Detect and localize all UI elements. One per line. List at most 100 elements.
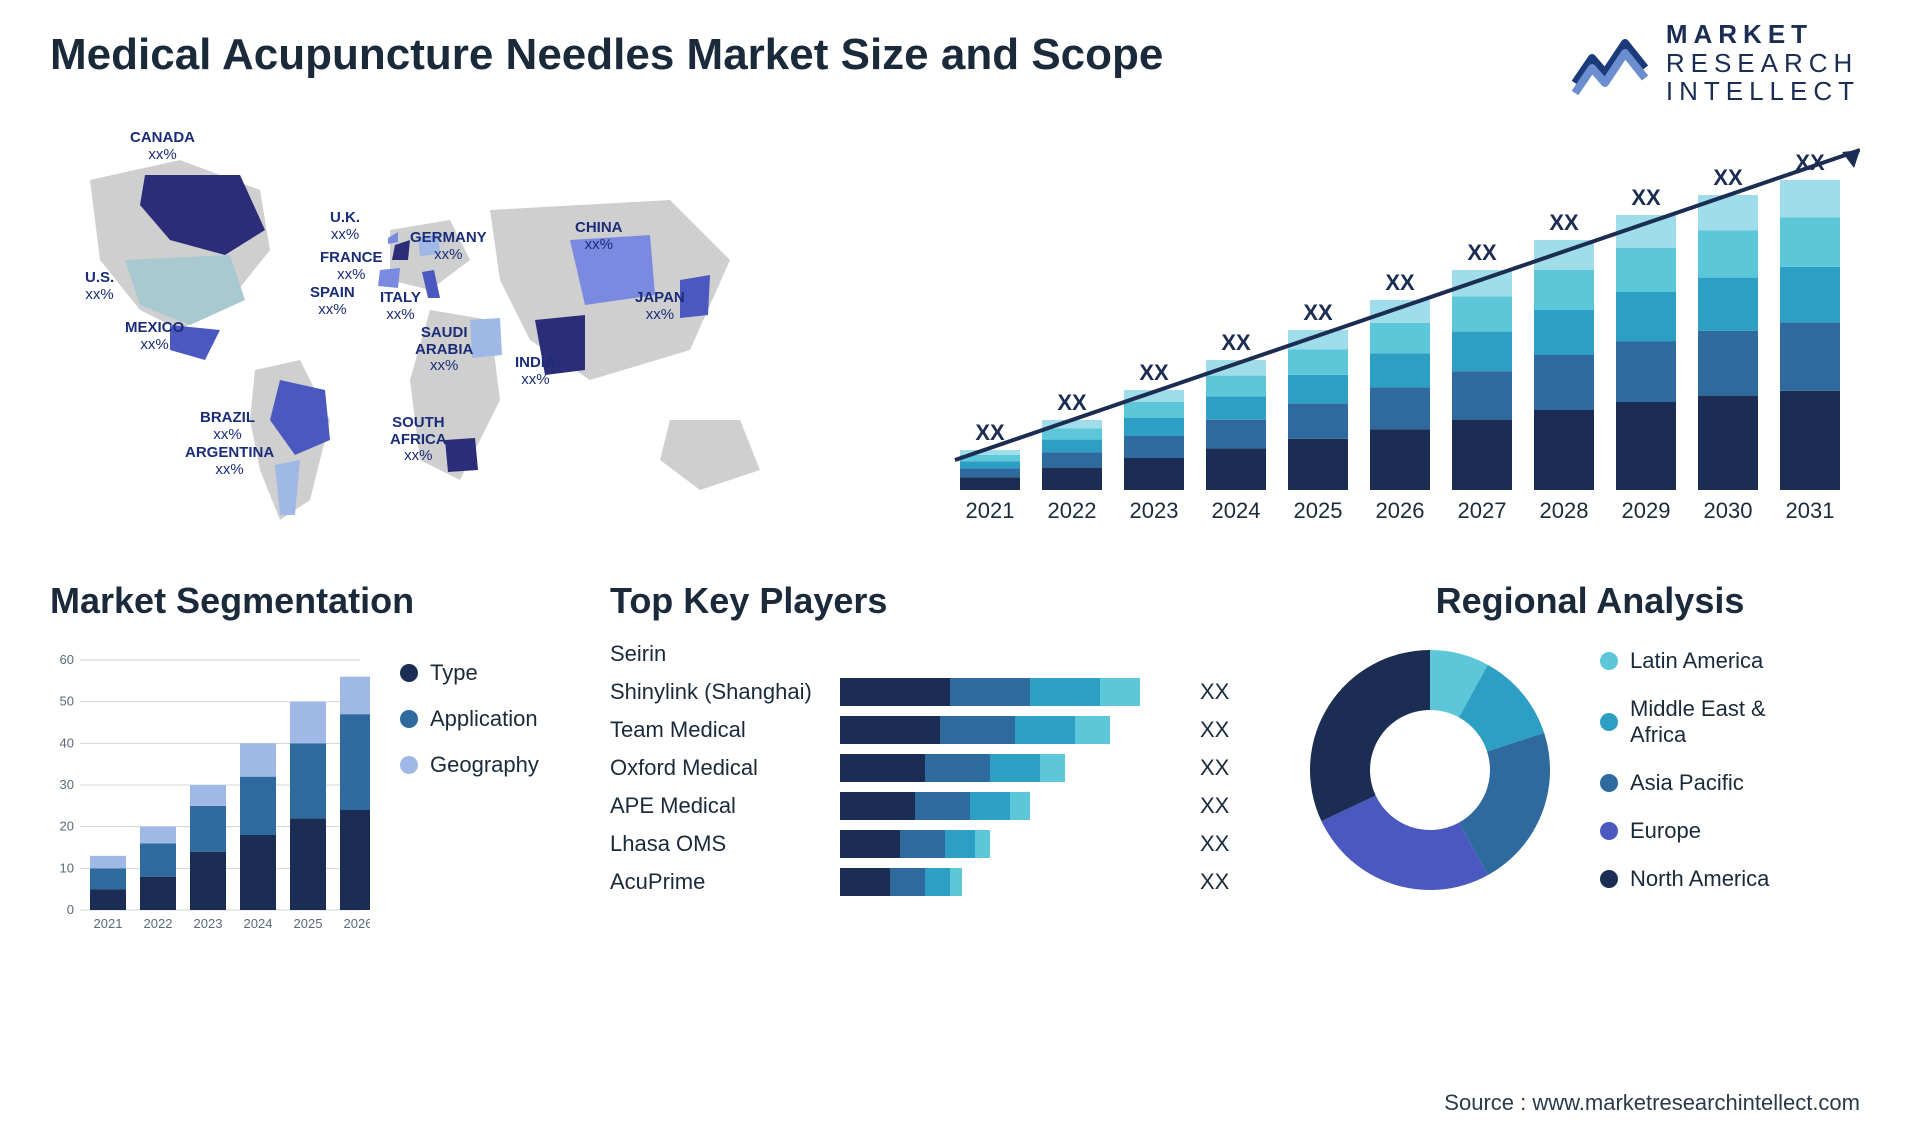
player-value: XX [1200,755,1250,781]
map-label: JAPANxx% [635,290,685,323]
svg-text:2029: 2029 [1622,498,1671,523]
legend-item: Latin America [1600,648,1769,674]
player-name: Team Medical [610,717,830,743]
player-value: XX [1200,831,1250,857]
legend-label: Type [430,660,478,686]
svg-text:2021: 2021 [94,916,123,931]
regional-legend: Latin AmericaMiddle East &AfricaAsia Pac… [1600,648,1769,892]
legend-label: Application [430,706,538,732]
legend-label: Asia Pacific [1630,770,1744,796]
regional-section: Regional Analysis Latin AmericaMiddle Ea… [1300,580,1880,900]
player-bar-segment [1015,716,1075,744]
player-bar-segment [1075,716,1110,744]
map-label: FRANCExx% [320,250,383,283]
map-label: SAUDIARABIAxx% [415,325,473,375]
svg-text:XX: XX [1631,185,1661,210]
svg-text:XX: XX [1385,270,1415,295]
map-label: CANADAxx% [130,130,195,163]
map-label: U.S.xx% [85,270,114,303]
map-label: GERMANYxx% [410,230,487,263]
map-label: U.K.xx% [330,210,360,243]
map-label: MEXICOxx% [125,320,184,353]
player-bar [840,678,1190,706]
player-bar-segment [925,754,990,782]
player-row: APE Medical XX [610,792,1250,820]
player-bar-segment [840,830,900,858]
player-bar [840,716,1190,744]
segmentation-chart: 0102030405060202120222023202420252026 [50,640,370,940]
legend-label: Latin America [1630,648,1763,674]
legend-dot-icon [1600,822,1618,840]
svg-text:2023: 2023 [1130,498,1179,523]
legend-item: Europe [1600,818,1769,844]
regional-donut [1300,640,1560,900]
player-bar-segment [1010,792,1030,820]
player-bar-segment [890,868,925,896]
svg-text:XX: XX [1139,360,1169,385]
map-label: SPAINxx% [310,285,355,318]
player-bar-segment [1100,678,1140,706]
map-label: SOUTHAFRICAxx% [390,415,447,465]
svg-text:50: 50 [60,694,74,709]
player-name: APE Medical [610,793,830,819]
player-bar-segment [990,754,1040,782]
svg-text:XX: XX [1303,300,1333,325]
player-value: XX [1200,717,1250,743]
player-bar-segment [925,868,950,896]
svg-text:2031: 2031 [1786,498,1835,523]
legend-label: North America [1630,866,1769,892]
svg-text:2024: 2024 [1212,498,1261,523]
player-row: Seirin [610,640,1250,668]
player-bar-segment [1040,754,1065,782]
svg-text:2030: 2030 [1704,498,1753,523]
world-map: CANADAxx%U.S.xx%MEXICOxx%BRAZILxx%ARGENT… [30,120,850,550]
svg-text:20: 20 [60,819,74,834]
logo-text: MARKET RESEARCH INTELLECT [1666,20,1860,106]
svg-text:XX: XX [1713,165,1743,190]
player-bar-segment [915,792,970,820]
player-name: Oxford Medical [610,755,830,781]
map-label: BRAZILxx% [200,410,255,443]
players-section: Top Key Players Seirin Shinylink (Shangha… [610,580,1250,896]
legend-item: Type [400,660,539,686]
player-bar [840,830,1190,858]
page-title: Medical Acupuncture Needles Market Size … [50,30,1163,80]
legend-item: Asia Pacific [1600,770,1769,796]
player-bar-segment [900,830,945,858]
map-label: CHINAxx% [575,220,623,253]
player-name: Shinylink (Shanghai) [610,679,830,705]
svg-text:2027: 2027 [1458,498,1507,523]
map-label: ITALYxx% [380,290,421,323]
player-bar [840,792,1190,820]
player-bar-segment [970,792,1010,820]
player-bar [840,640,1190,668]
player-value: XX [1200,679,1250,705]
player-bar-segment [940,716,1015,744]
player-bar-segment [950,678,1030,706]
svg-text:XX: XX [1221,330,1251,355]
legend-label: Geography [430,752,539,778]
svg-text:2025: 2025 [1294,498,1343,523]
player-name: Lhasa OMS [610,831,830,857]
player-value: XX [1200,869,1250,895]
player-value: XX [1200,793,1250,819]
player-name: AcuPrime [610,869,830,895]
legend-item: Application [400,706,539,732]
svg-text:XX: XX [1549,210,1579,235]
brand-logo: MARKET RESEARCH INTELLECT [1570,20,1860,106]
legend-dot-icon [400,756,418,774]
svg-text:2021: 2021 [966,498,1015,523]
player-bar-segment [840,792,915,820]
players-title: Top Key Players [610,580,1250,622]
svg-text:2022: 2022 [1048,498,1097,523]
svg-text:30: 30 [60,777,74,792]
legend-label: Europe [1630,818,1701,844]
svg-text:0: 0 [67,902,74,917]
player-bar [840,754,1190,782]
svg-text:2025: 2025 [294,916,323,931]
player-row: Team Medical XX [610,716,1250,744]
svg-text:2026: 2026 [344,916,370,931]
player-row: Oxford Medical XX [610,754,1250,782]
player-name: Seirin [610,641,830,667]
segmentation-legend: Type Application Geography [400,660,539,778]
